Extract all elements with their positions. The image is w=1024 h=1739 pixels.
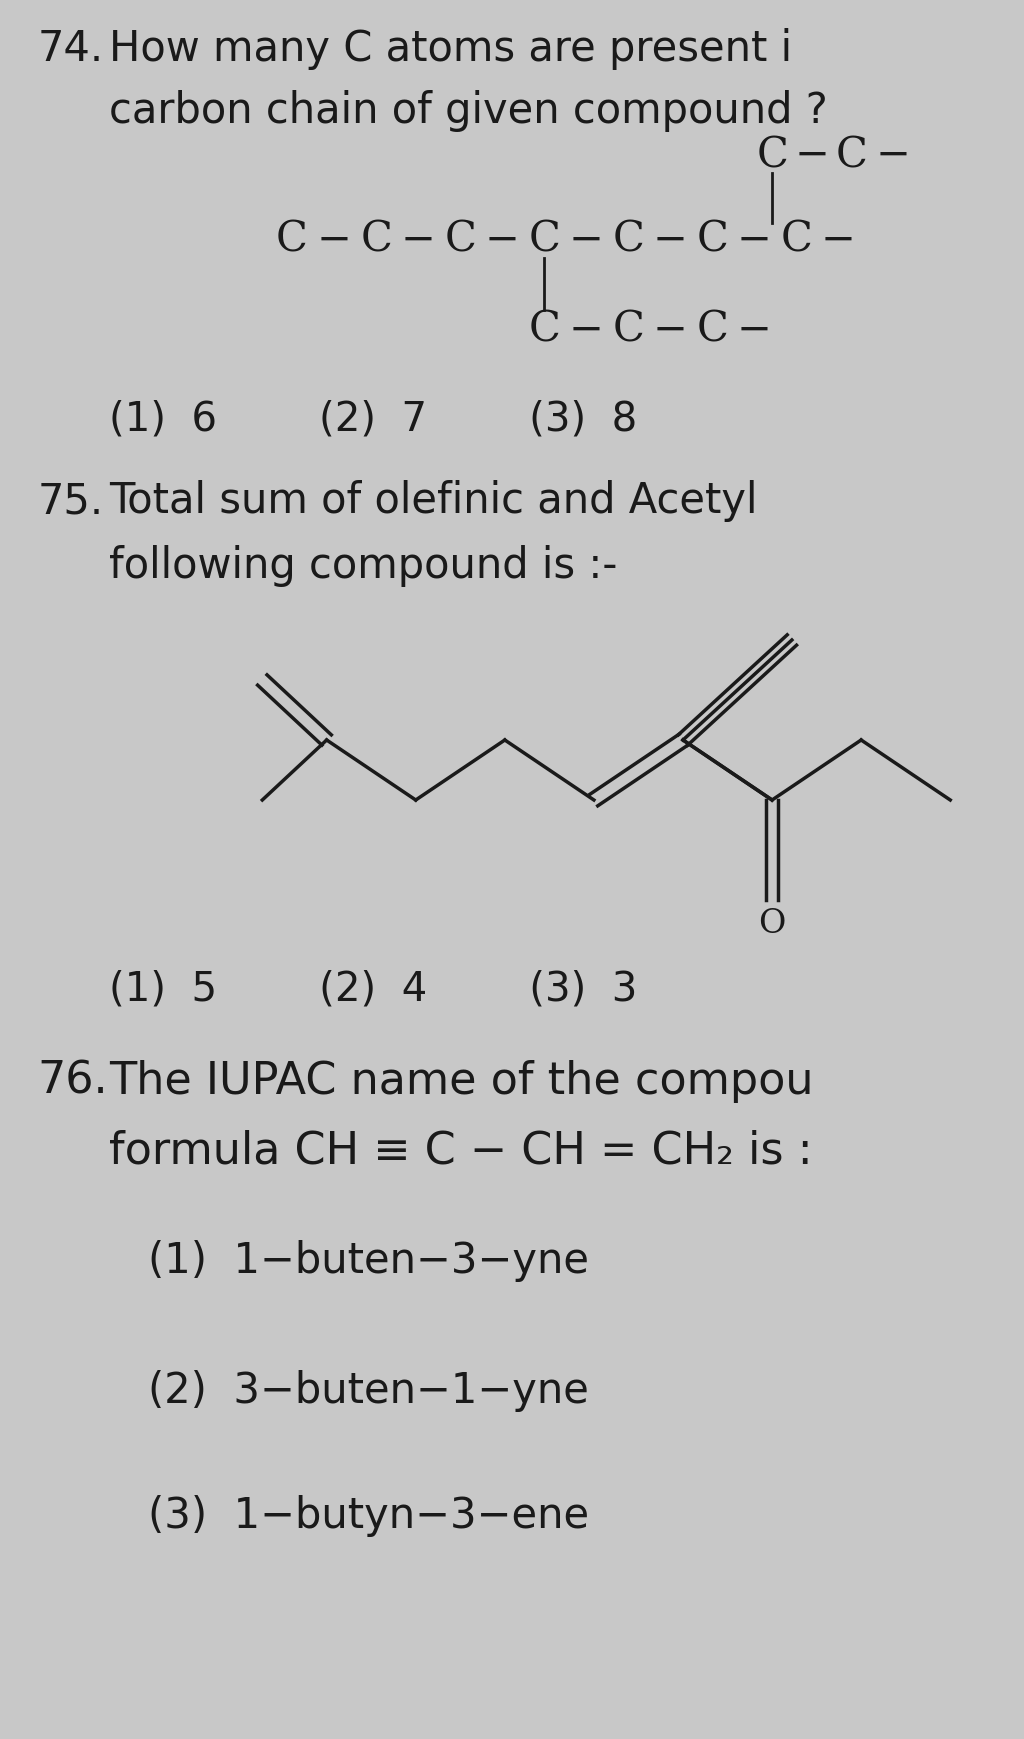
Text: C: C — [696, 219, 729, 261]
Text: C: C — [696, 310, 729, 351]
Text: C: C — [612, 310, 644, 351]
Text: The IUPAC name of the compou: The IUPAC name of the compou — [109, 1061, 813, 1103]
Text: −: − — [568, 219, 603, 261]
Text: C: C — [528, 310, 560, 351]
Text: −: − — [568, 310, 603, 351]
Text: C: C — [781, 219, 813, 261]
Text: C: C — [360, 219, 392, 261]
Text: (1)  5        (2)  4        (3)  3: (1) 5 (2) 4 (3) 3 — [109, 970, 637, 1010]
Text: (2)  3−buten−1−yne: (2) 3−buten−1−yne — [148, 1370, 590, 1412]
Text: −: − — [876, 134, 910, 176]
Text: −: − — [400, 219, 435, 261]
Text: −: − — [484, 219, 519, 261]
Text: (3)  1−butyn−3−ene: (3) 1−butyn−3−ene — [148, 1496, 590, 1537]
Text: −: − — [652, 310, 687, 351]
Text: C: C — [528, 219, 560, 261]
Text: Total sum of olefinic and Acetyl: Total sum of olefinic and Acetyl — [109, 480, 758, 522]
Text: formula CH ≡ C − CH = CH₂ is :: formula CH ≡ C − CH = CH₂ is : — [109, 1130, 813, 1174]
Text: −: − — [795, 134, 829, 176]
Text: (1)  1−buten−3−yne: (1) 1−buten−3−yne — [148, 1240, 590, 1282]
Text: −: − — [737, 310, 772, 351]
Text: C: C — [756, 134, 788, 176]
Text: O: O — [759, 908, 785, 941]
Text: How many C atoms are present i: How many C atoms are present i — [109, 28, 792, 70]
Text: 76.: 76. — [38, 1061, 109, 1103]
Text: C: C — [836, 134, 867, 176]
Text: 75.: 75. — [38, 480, 103, 522]
Text: −: − — [316, 219, 351, 261]
Text: −: − — [821, 219, 856, 261]
Text: carbon chain of given compound ?: carbon chain of given compound ? — [109, 90, 827, 132]
Text: following compound is :-: following compound is :- — [109, 544, 617, 588]
Text: (1)  6        (2)  7        (3)  8: (1) 6 (2) 7 (3) 8 — [109, 400, 637, 440]
Text: C: C — [612, 219, 644, 261]
Text: −: − — [737, 219, 772, 261]
Text: −: − — [652, 219, 687, 261]
Text: C: C — [276, 219, 308, 261]
Text: 74.: 74. — [38, 28, 103, 70]
Text: C: C — [444, 219, 476, 261]
